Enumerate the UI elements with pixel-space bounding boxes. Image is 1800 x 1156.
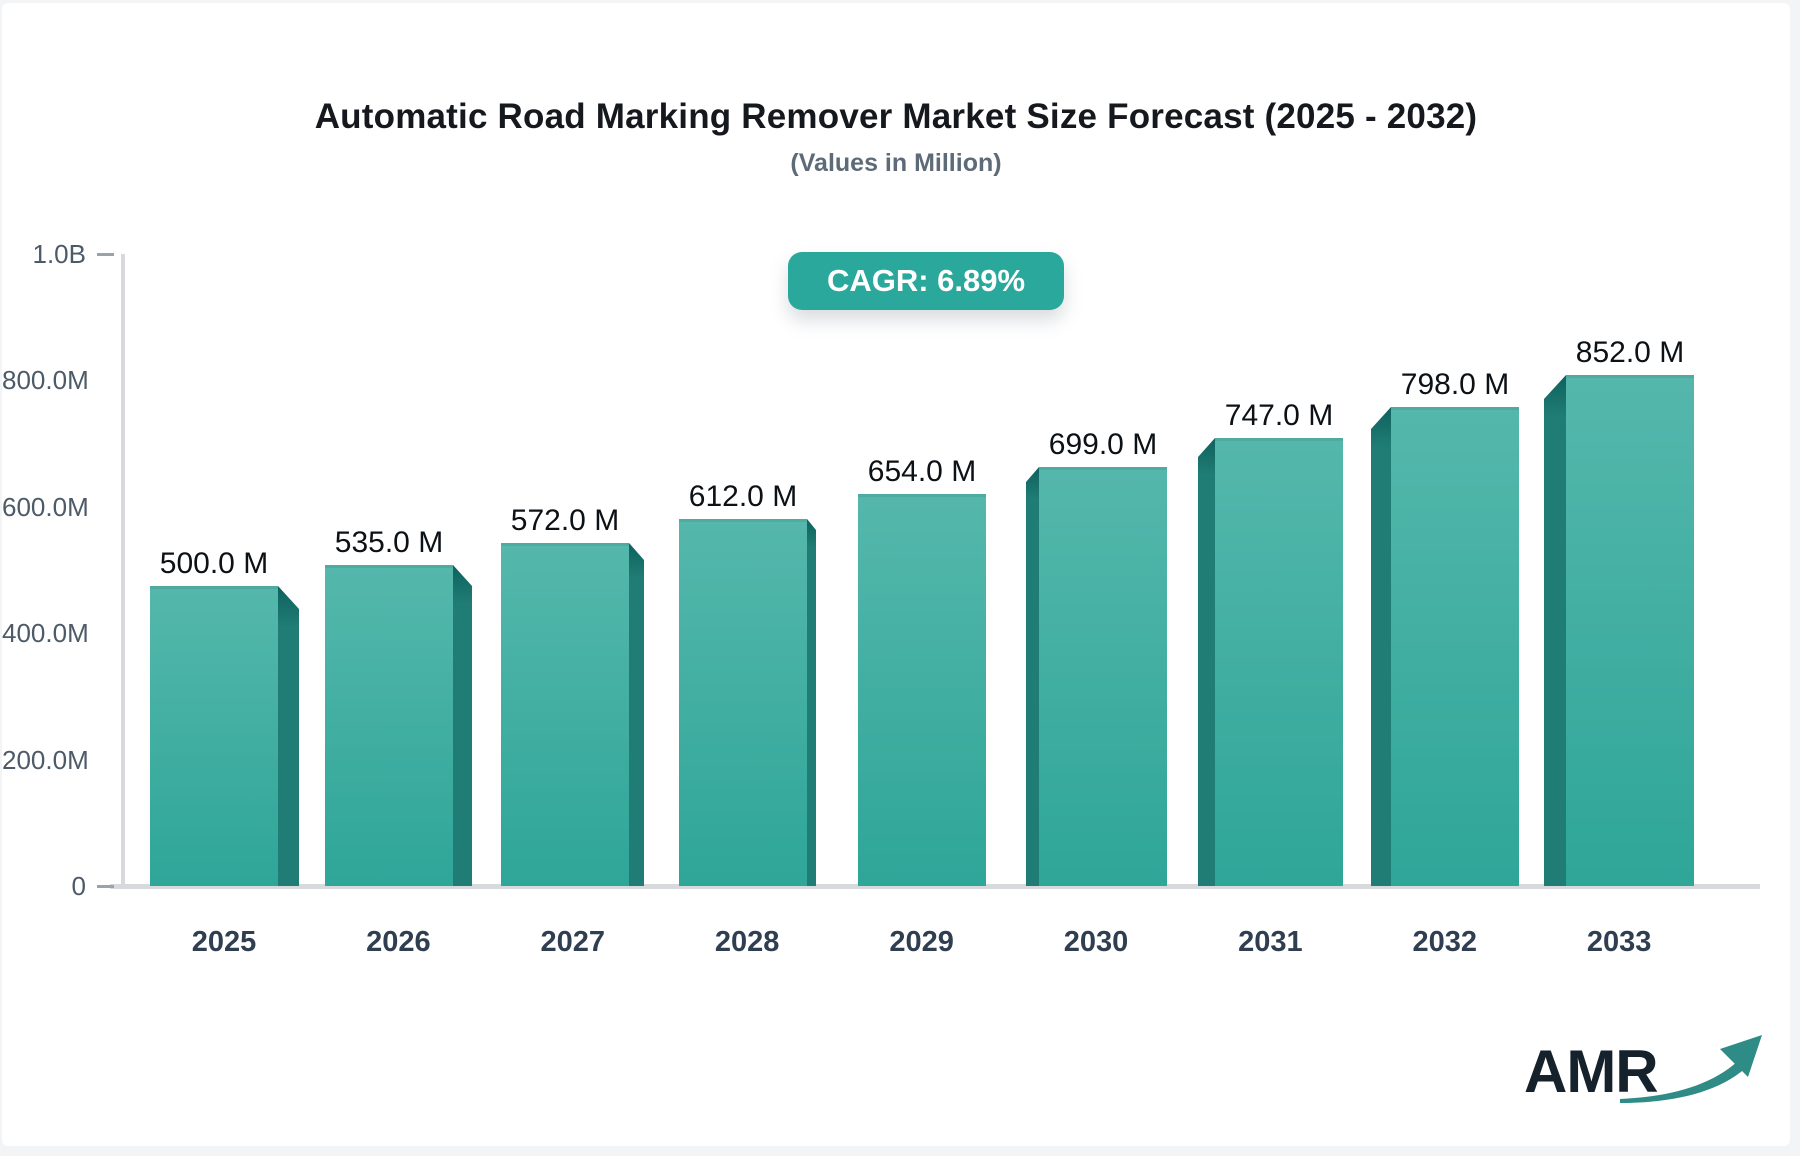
- x-tick-label-2032: 2032: [1412, 926, 1478, 958]
- x-tick-label-2027: 2027: [540, 926, 606, 958]
- x-axis-line: [110, 884, 1760, 889]
- bar-side-face-2030: [1026, 467, 1039, 886]
- bar-side-face-2033: [1544, 375, 1566, 886]
- bar-side-face-2027: [629, 543, 644, 886]
- bar-side-face-2025: [278, 586, 299, 886]
- x-tick-label-2026: 2026: [366, 926, 431, 958]
- y-tick-label-200.0M: 200.0M: [2, 744, 89, 775]
- x-tick-label-2033: 2033: [1586, 926, 1652, 958]
- bar-2033[interactable]: [1566, 375, 1694, 886]
- bar-value-label-2032: 798.0 M: [1400, 368, 1510, 401]
- y-tick-mark: [97, 253, 114, 256]
- bar-side-face-2028: [807, 519, 816, 886]
- bar-2031[interactable]: [1215, 438, 1343, 886]
- bar-value-label-2025: 500.0 M: [159, 547, 269, 580]
- bar-value-label-2031: 747.0 M: [1224, 399, 1334, 432]
- bar-value-label-2026: 535.0 M: [334, 526, 444, 559]
- bar-2027[interactable]: [501, 543, 629, 886]
- bar-2030[interactable]: [1039, 467, 1167, 886]
- bar-side-face-2026: [453, 565, 472, 886]
- y-tick-label-600.0M: 600.0M: [2, 491, 89, 522]
- x-tick-label-2025: 2025: [191, 926, 257, 958]
- bar-2025[interactable]: [150, 586, 278, 886]
- bar-2032[interactable]: [1391, 407, 1519, 886]
- amr-logo-text: AMR: [1524, 1038, 1659, 1105]
- x-tick-label-2028: 2028: [714, 926, 780, 958]
- bar-value-label-2027: 572.0 M: [510, 504, 620, 537]
- bar-value-label-2030: 699.0 M: [1048, 428, 1158, 461]
- x-tick-label-2029: 2029: [889, 926, 954, 958]
- bar-side-face-2031: [1198, 438, 1215, 886]
- chart-title: Automatic Road Marking Remover Market Si…: [314, 97, 1478, 136]
- bar-2028[interactable]: [679, 519, 807, 886]
- y-tick-label-800.0M: 800.0M: [2, 365, 89, 396]
- y-tick-mark: [97, 885, 114, 888]
- bar-value-label-2029: 654.0 M: [867, 455, 977, 488]
- cagr-badge: CAGR: 6.89%: [788, 252, 1064, 310]
- bar-side-face-2032: [1371, 407, 1391, 886]
- y-tick-label-400.0M: 400.0M: [2, 618, 89, 649]
- bar-value-label-2033: 852.0 M: [1575, 336, 1685, 369]
- y-tick-label-0: 0: [71, 871, 86, 901]
- chart-subtitle: (Values in Million): [790, 149, 1002, 177]
- chart-card: Automatic Road Marking Remover Market Si…: [2, 3, 1790, 1146]
- bar-2026[interactable]: [325, 565, 453, 886]
- y-tick-label-1.0B: 1.0B: [32, 239, 87, 269]
- growth-arrow-icon: [1620, 1035, 1762, 1103]
- x-tick-label-2031: 2031: [1238, 926, 1303, 958]
- x-tick-label-2030: 2030: [1063, 926, 1129, 958]
- y-axis-line: [121, 254, 125, 886]
- bar-2029[interactable]: [858, 494, 986, 886]
- bar-value-label-2028: 612.0 M: [688, 480, 798, 513]
